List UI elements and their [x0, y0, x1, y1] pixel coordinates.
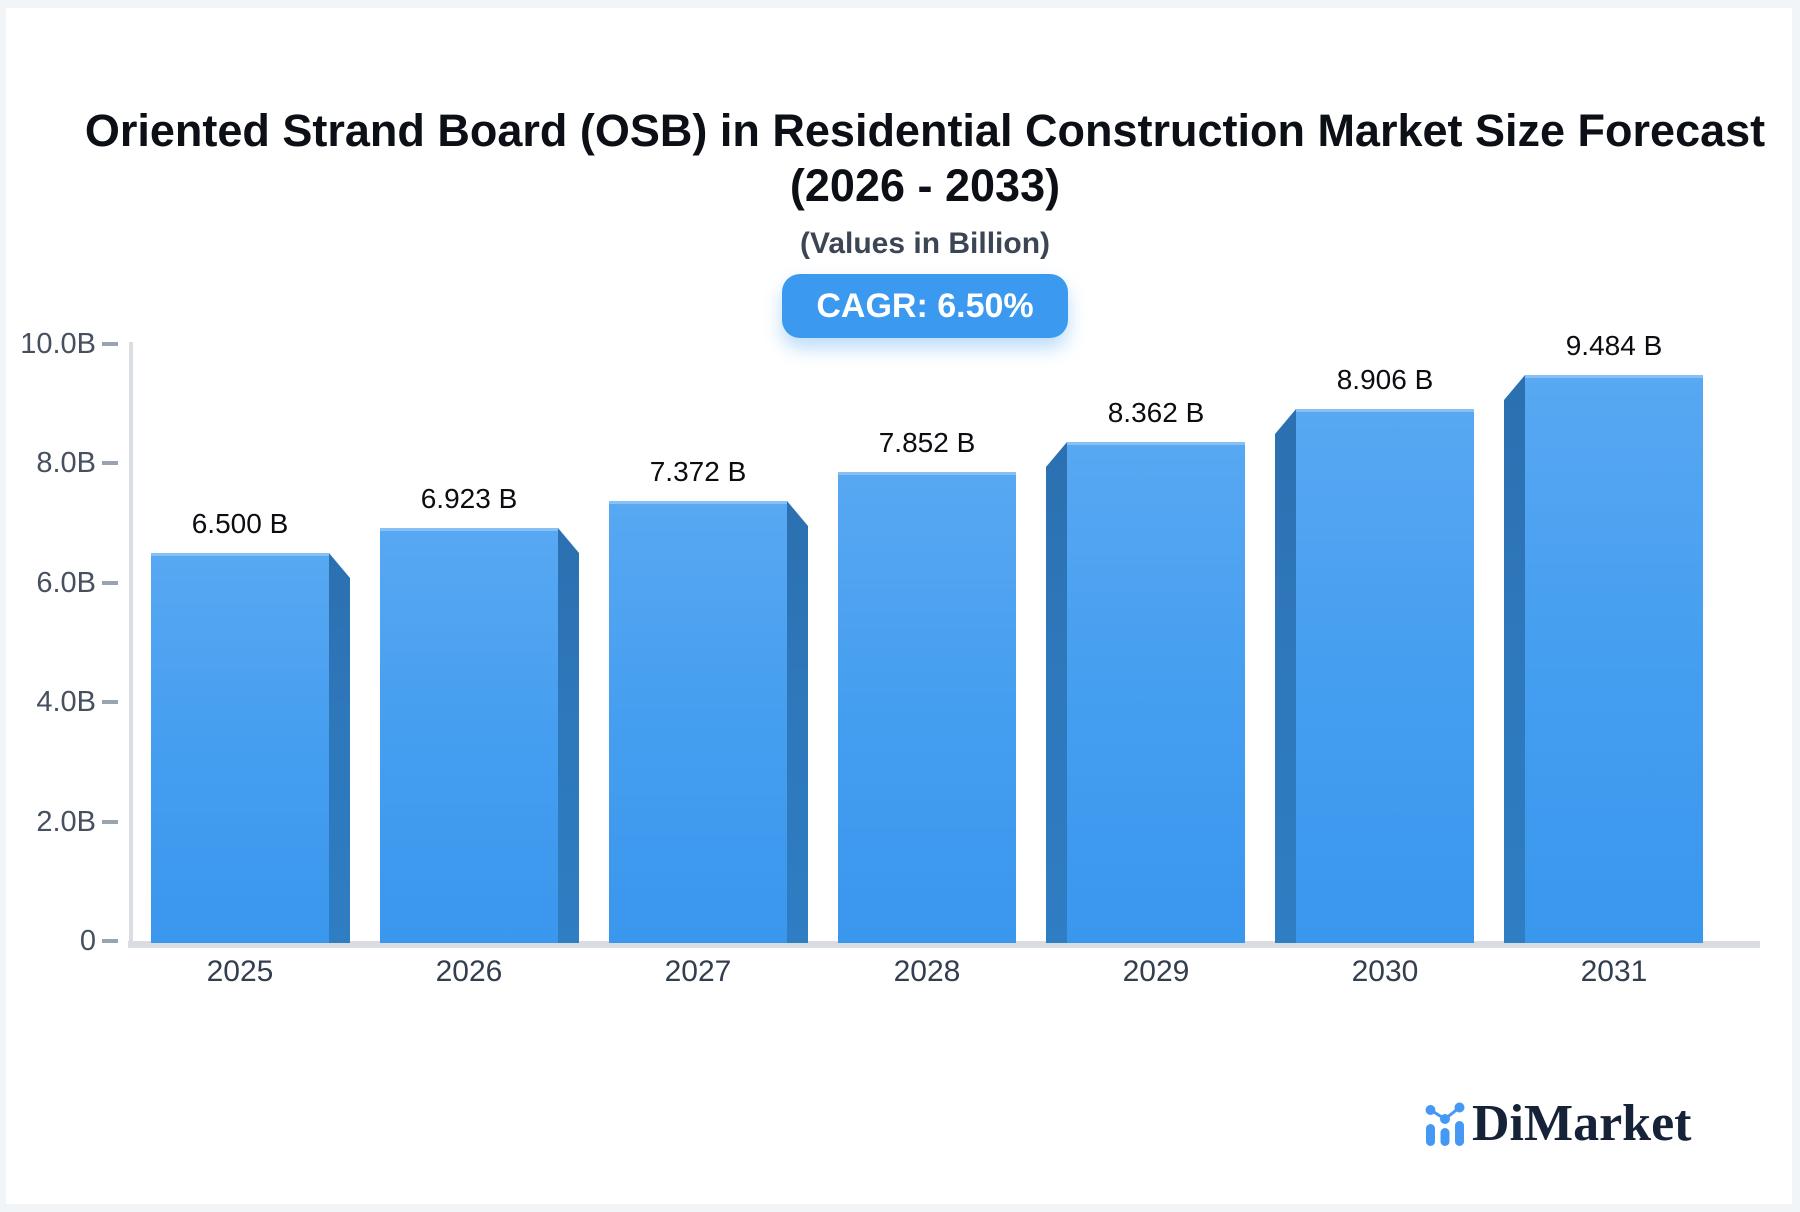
x-axis-label-2028: 2028 [893, 955, 961, 988]
bar-side-2025 [329, 553, 350, 943]
y-tick-label: 0 [79, 925, 96, 957]
x-axis-label-2030: 2030 [1351, 955, 1419, 988]
x-axis-label-2031: 2031 [1580, 955, 1648, 988]
bar-value-label-2025: 6.500 B [191, 508, 289, 539]
bar-value-label-2031: 9.484 B [1565, 330, 1663, 361]
bar-2028 [838, 472, 1016, 943]
bar-chart-logo-icon [1425, 1102, 1465, 1146]
bar-side-2026 [558, 528, 579, 943]
bar-2030 [1296, 409, 1474, 943]
brand-logo-text: DiMarket [1472, 1095, 1692, 1152]
cagr-badge: CAGR: 6.50% [782, 274, 1068, 338]
y-tick-label: 4.0B [36, 686, 96, 719]
y-tick-label: 8.0B [36, 447, 96, 480]
bar-2031 [1525, 375, 1703, 943]
x-axis-baseline [128, 941, 1760, 948]
bar-value-label-2026: 6.923 B [420, 483, 518, 514]
bar-side-2031 [1504, 375, 1525, 943]
y-axis-line [129, 342, 133, 947]
bar-side-2027 [787, 501, 808, 943]
y-tick-mark [102, 819, 118, 824]
chart-title-line2: (2026 - 2033) [789, 160, 1061, 211]
y-tick-label: 10.0B [20, 328, 96, 360]
x-axis-label-2025: 2025 [206, 955, 274, 988]
chart-subtitle: (Values in Billion) [799, 227, 1051, 260]
y-tick-mark [102, 700, 118, 705]
bar-2027 [609, 501, 787, 943]
y-tick-mark [102, 342, 118, 346]
x-axis-label-2029: 2029 [1122, 955, 1190, 988]
y-tick-mark [102, 580, 118, 585]
y-tick-label: 6.0B [36, 566, 96, 599]
bar-value-label-2030: 8.906 B [1336, 364, 1434, 395]
x-axis-label-2027: 2027 [664, 955, 732, 988]
bar-2026 [380, 528, 558, 943]
bar-2025 [151, 553, 329, 943]
bar-2029 [1067, 442, 1245, 943]
bar-side-2030 [1275, 409, 1296, 943]
y-tick-mark [102, 461, 118, 466]
chart-title-line1: Oriented Strand Board (OSB) in Residenti… [84, 105, 1766, 156]
bar-value-label-2028: 7.852 B [878, 427, 976, 458]
bar-value-label-2029: 8.362 B [1107, 397, 1205, 428]
y-tick-label: 2.0B [36, 805, 96, 838]
y-tick-mark [102, 939, 118, 943]
chart-header: Oriented Strand Board (OSB) in Residenti… [50, 103, 1800, 338]
bar-value-label-2027: 7.372 B [649, 456, 747, 487]
bar-side-2029 [1046, 442, 1067, 943]
x-axis-label-2026: 2026 [435, 955, 503, 988]
